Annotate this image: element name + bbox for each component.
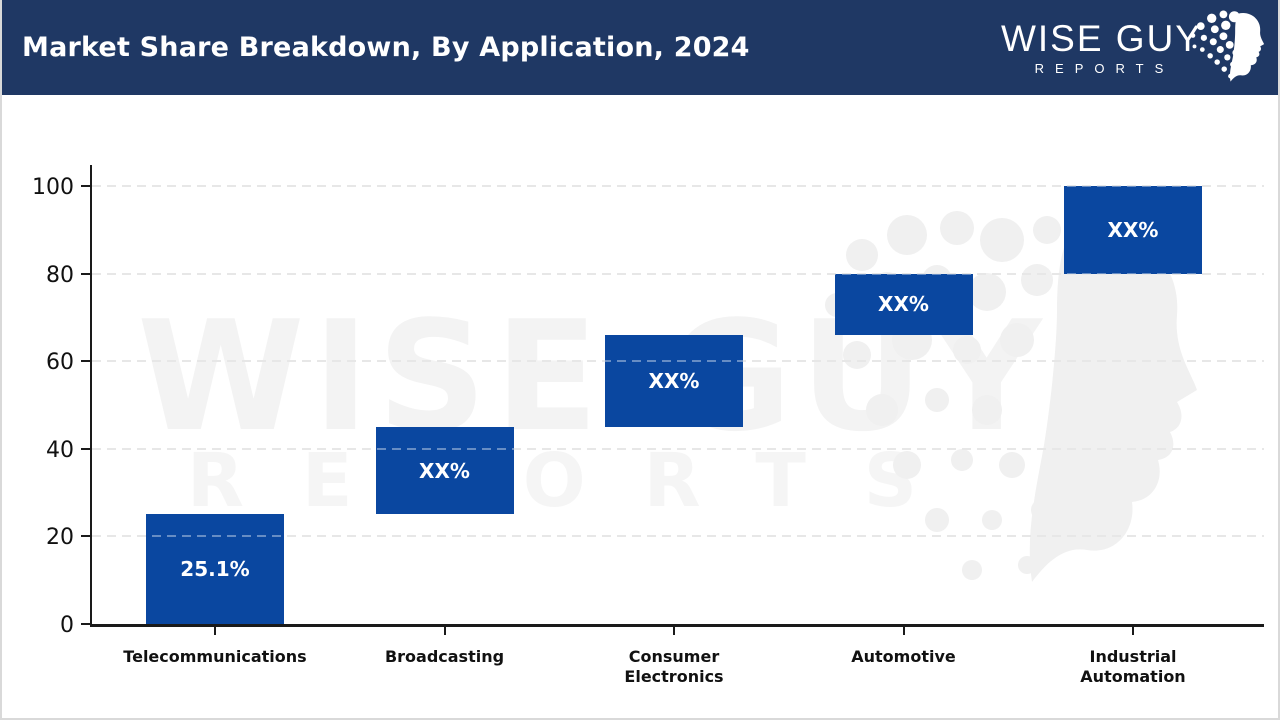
gridline-overlay bbox=[92, 185, 1264, 188]
x-category-label: Industrial Automation bbox=[1080, 647, 1186, 687]
bar-value-label: XX% bbox=[419, 458, 470, 483]
x-category-label: Consumer Electronics bbox=[624, 647, 724, 687]
y-tick-label: 60 bbox=[46, 350, 74, 376]
y-tick-mark bbox=[81, 360, 90, 363]
page-title: Market Share Breakdown, By Application, … bbox=[22, 32, 750, 63]
waterfall-bar: XX% bbox=[834, 273, 973, 335]
x-tick-mark bbox=[902, 627, 905, 635]
wiseguy-logo: WISE GUY REPORTS bbox=[1001, 6, 1268, 90]
bar-value-label: 25.1% bbox=[180, 557, 250, 582]
dotted-head-logo-icon bbox=[1190, 9, 1265, 82]
y-tick-label: 20 bbox=[46, 525, 74, 551]
logo-subtext: REPORTS bbox=[1034, 60, 1175, 76]
x-category-label: Telecommunications bbox=[123, 647, 307, 666]
gridline-overlay bbox=[92, 360, 1264, 363]
x-category-label: Automotive bbox=[851, 647, 956, 666]
y-tick-label: 40 bbox=[46, 437, 74, 463]
gridline bbox=[92, 447, 1264, 450]
waterfall-bar: XX% bbox=[1064, 186, 1202, 274]
waterfall-bar: XX% bbox=[375, 426, 514, 515]
gridline-overlay bbox=[92, 272, 1264, 275]
logo-wordmark: WISE GUY bbox=[1000, 17, 1202, 59]
x-tick-mark bbox=[1132, 627, 1134, 635]
y-tick-mark bbox=[81, 623, 90, 625]
gridline-overlay bbox=[92, 535, 1264, 538]
x-tick-mark bbox=[443, 627, 446, 635]
plot-area: 0 20 40 60 80 100 25.1% Telecommunications XX% Br… bbox=[32, 165, 1264, 686]
x-tick-mark bbox=[214, 627, 216, 635]
gridline bbox=[92, 272, 1264, 275]
gridline-overlay bbox=[92, 447, 1264, 450]
bar-value-label: XX% bbox=[878, 292, 929, 317]
gridline bbox=[92, 185, 1264, 188]
bar-value-label: XX% bbox=[648, 368, 700, 393]
waterfall-bar: 25.1% bbox=[146, 514, 284, 624]
bar-value-label: XX% bbox=[1107, 217, 1159, 242]
y-tick-mark bbox=[81, 535, 90, 538]
y-tick-label: 100 bbox=[32, 175, 74, 201]
y-tick-label: 0 bbox=[60, 613, 74, 638]
y-tick-mark bbox=[81, 272, 90, 275]
logo-text: WISE GUY REPORTS bbox=[1001, 20, 1202, 76]
y-tick-label: 80 bbox=[46, 262, 74, 288]
waterfall-bar: XX% bbox=[605, 335, 743, 427]
y-tick-mark bbox=[81, 447, 90, 450]
header: Market Share Breakdown, By Application, … bbox=[2, 0, 1278, 95]
gridline bbox=[92, 535, 1264, 538]
y-tick-mark bbox=[81, 185, 90, 188]
x-category-label: Broadcasting bbox=[384, 647, 505, 666]
x-tick-mark bbox=[673, 627, 675, 635]
